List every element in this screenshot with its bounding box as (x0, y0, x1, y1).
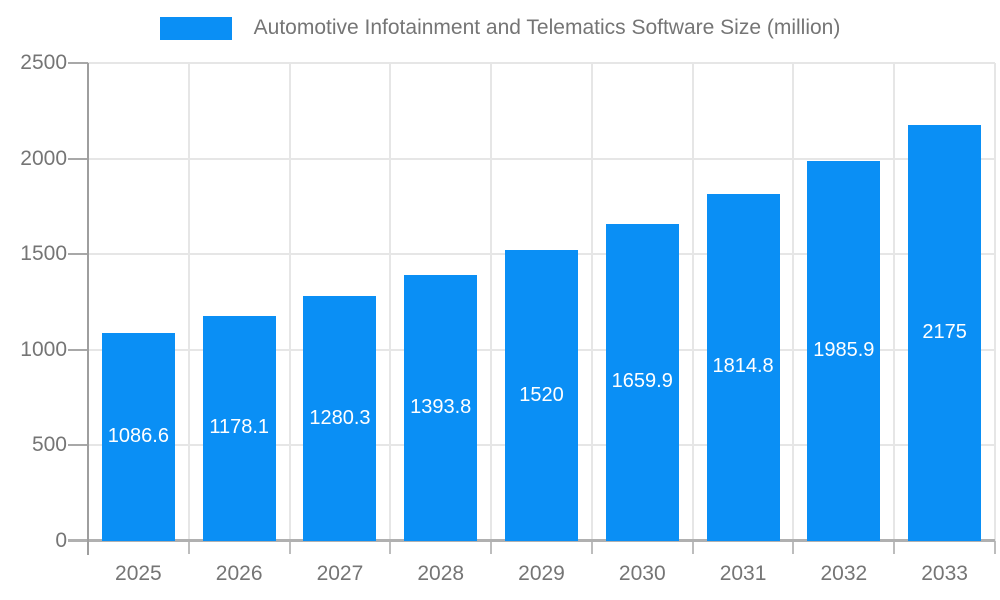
x-axis-label: 2029 (518, 562, 565, 585)
x-axis-label: 2028 (417, 562, 465, 585)
y-axis-label: 0 (55, 529, 67, 552)
x-axis-tick (792, 541, 795, 554)
category-gridline (389, 63, 392, 541)
bar-value-label: 1178.1 (209, 416, 269, 439)
y-axis-line (87, 63, 89, 555)
y-gridline (88, 157, 995, 160)
y-axis-tick (68, 157, 88, 160)
category-gridline (288, 63, 291, 541)
bar: 1520 (505, 250, 578, 541)
y-axis-tick (68, 62, 88, 64)
bar: 1985.9 (807, 161, 881, 541)
bar: 1393.8 (404, 274, 478, 541)
y-axis-tick (68, 348, 88, 351)
x-axis-label: 2030 (618, 562, 666, 585)
bar: 1280.3 (303, 296, 377, 541)
legend[interactable]: Automotive Infotainment and Telematics S… (0, 16, 1000, 40)
y-axis-tick (68, 253, 88, 256)
bar-value-label: 1280.3 (309, 406, 371, 429)
category-gridline (490, 63, 493, 541)
category-gridline (590, 63, 593, 541)
x-axis-label: 2027 (316, 562, 364, 585)
x-axis-label: 2026 (215, 562, 263, 585)
bar-value-label: 1659.9 (611, 370, 673, 393)
y-axis-label: 500 (31, 433, 67, 457)
y-axis-tick (68, 444, 88, 447)
x-axis-label: 2032 (820, 562, 868, 585)
y-axis-label: 1500 (20, 242, 67, 266)
x-axis-tick (893, 541, 896, 554)
x-axis-tick (187, 541, 190, 554)
x-axis-tick (590, 541, 593, 554)
category-gridline (893, 63, 896, 541)
bar: 1086.6 (101, 333, 175, 541)
category-gridline (691, 63, 694, 541)
x-axis-label: 2025 (115, 562, 162, 585)
y-axis-label: 1000 (20, 337, 67, 361)
x-axis-tick (389, 541, 392, 554)
y-axis-label: 2000 (20, 146, 67, 170)
bar: 1178.1 (202, 315, 276, 541)
bar-value-label: 2175 (922, 321, 967, 344)
x-axis-tick (691, 541, 694, 554)
y-gridline (88, 62, 995, 64)
x-axis-tick (288, 541, 291, 554)
bar-value-label: 1814.8 (712, 355, 774, 378)
category-gridline (792, 63, 795, 541)
bar-value-label: 1520 (519, 383, 564, 406)
bar-value-label: 1985.9 (813, 339, 875, 362)
bar-value-label: 1086.6 (107, 425, 169, 448)
bar: 1659.9 (605, 223, 679, 541)
x-axis-tick (994, 541, 996, 554)
bar-value-label: 1393.8 (410, 395, 472, 418)
legend-label[interactable]: Automotive Infotainment and Telematics S… (253, 16, 841, 39)
x-axis-tick (490, 541, 493, 554)
y-axis-label: 2500 (20, 51, 67, 74)
x-axis-label: 2031 (719, 562, 767, 585)
x-axis-label: 2033 (921, 562, 968, 585)
category-gridline (994, 63, 996, 541)
category-gridline (187, 63, 190, 541)
bar: 2175 (908, 125, 982, 541)
legend-swatch[interactable] (159, 16, 232, 40)
bar: 1814.8 (706, 194, 780, 541)
